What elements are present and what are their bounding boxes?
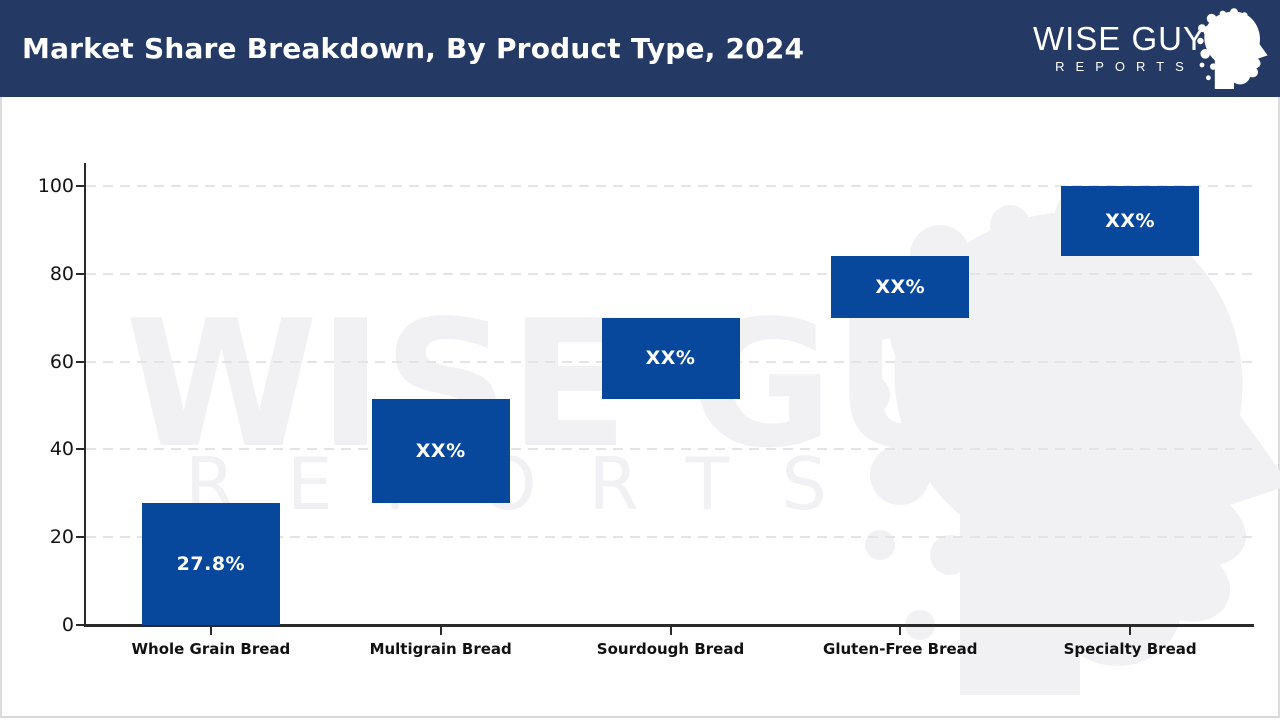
logo-wordmark: WISE GUY — [1032, 20, 1206, 57]
bar-3: XX% — [601, 317, 740, 399]
bar-value-label-5: XX% — [1105, 210, 1156, 233]
y-tick-label-60: 60 — [49, 350, 74, 373]
y-tick-40 — [76, 448, 84, 451]
y-tick-100 — [76, 185, 84, 187]
bar-2: XX% — [371, 398, 510, 503]
gridline-40 — [86, 448, 1254, 451]
header-band: Market Share Breakdown, By Product Type,… — [0, 0, 1280, 97]
logo-text: WISE GUY REPORTS — [1033, 22, 1206, 76]
y-tick-20 — [76, 536, 84, 539]
gridline-20 — [86, 536, 1254, 539]
y-tick-label-20: 20 — [49, 526, 74, 549]
bar-5: XX% — [1061, 186, 1200, 257]
y-tick-label-100: 100 — [37, 175, 74, 197]
x-tick-4 — [899, 627, 902, 635]
y-tick-label-40: 40 — [49, 438, 74, 461]
gridline-100 — [86, 185, 1254, 187]
page-title: Market Share Breakdown, By Product Type,… — [22, 32, 805, 65]
bar-1: 27.8% — [141, 502, 280, 625]
bar-value-label-4: XX% — [875, 275, 926, 298]
x-tick-2 — [439, 627, 442, 635]
x-axis-label-5: Specialty Bread — [1063, 640, 1197, 658]
wiseguy-logo: WISE GUY REPORTS — [1033, 4, 1274, 94]
bar-value-label-3: XX% — [645, 347, 696, 370]
bar-value-label-1: 27.8% — [176, 552, 246, 575]
y-tick-80 — [76, 272, 84, 275]
x-tick-3 — [669, 627, 672, 635]
y-tick-label-80: 80 — [49, 262, 74, 285]
y-tick-60 — [76, 360, 84, 363]
x-axis-label-3: Sourdough Bread — [596, 640, 745, 658]
bar-value-label-2: XX% — [415, 439, 466, 462]
x-axis-spine — [84, 624, 1254, 627]
x-axis-label-4: Gluten-Free Bread — [823, 640, 978, 658]
y-tick-label-0: 0 — [61, 614, 74, 636]
x-tick-5 — [1129, 627, 1132, 635]
logo-subtitle: REPORTS — [1055, 59, 1195, 74]
bar-4: XX% — [831, 256, 970, 318]
x-axis-label-2: Multigrain Bread — [369, 640, 512, 658]
y-axis-spine — [84, 163, 86, 627]
gridline-80 — [86, 272, 1254, 275]
x-tick-1 — [209, 627, 212, 635]
y-tick-0 — [76, 624, 84, 626]
x-axis-label-1: Whole Grain Bread — [131, 640, 291, 658]
